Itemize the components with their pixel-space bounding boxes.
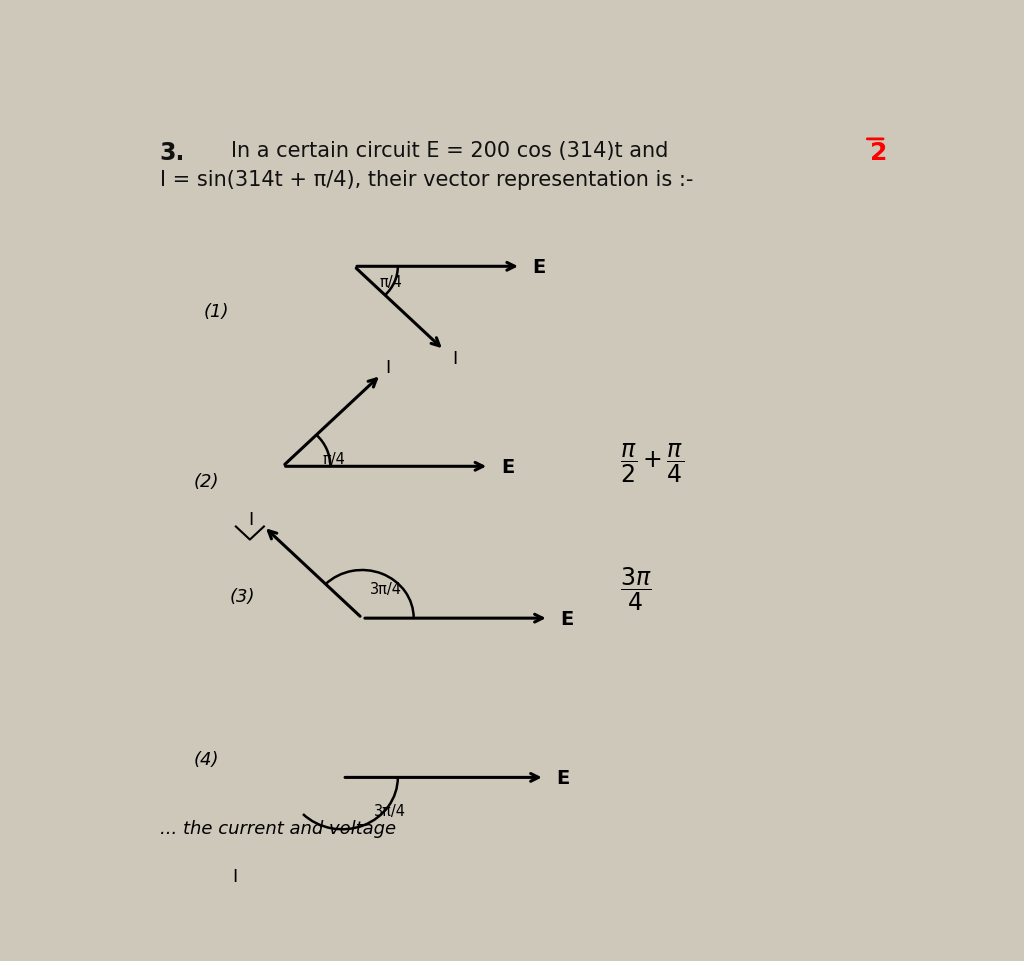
Text: E: E <box>532 258 546 277</box>
Text: In a certain circuit E = 200 cos (314)t and: In a certain circuit E = 200 cos (314)t … <box>231 141 669 161</box>
Text: I: I <box>232 868 238 885</box>
Text: $\dfrac{\pi}{2} + \dfrac{\pi}{4}$: $\dfrac{\pi}{2} + \dfrac{\pi}{4}$ <box>620 441 684 484</box>
Text: I: I <box>248 510 253 529</box>
Text: I: I <box>385 358 390 377</box>
Text: I: I <box>452 349 457 367</box>
Text: (4): (4) <box>194 751 219 768</box>
Text: 3π/4: 3π/4 <box>370 581 402 597</box>
Text: E: E <box>557 768 569 787</box>
Text: I = sin(314t + π/4), their vector representation is :-: I = sin(314t + π/4), their vector repres… <box>160 169 693 189</box>
Text: (2): (2) <box>194 473 219 491</box>
Text: $\dfrac{3\pi}{4}$: $\dfrac{3\pi}{4}$ <box>620 565 651 612</box>
Text: E: E <box>560 609 573 628</box>
Text: (3): (3) <box>229 587 255 605</box>
Text: π/4: π/4 <box>323 452 345 467</box>
Text: π/4: π/4 <box>380 274 402 289</box>
Text: 3π/4: 3π/4 <box>374 803 406 819</box>
Text: E: E <box>501 457 514 477</box>
Text: 2: 2 <box>870 141 888 165</box>
Text: ... the current and voltage: ... the current and voltage <box>160 819 396 837</box>
Text: 3.: 3. <box>160 141 185 165</box>
Text: (1): (1) <box>204 303 229 320</box>
